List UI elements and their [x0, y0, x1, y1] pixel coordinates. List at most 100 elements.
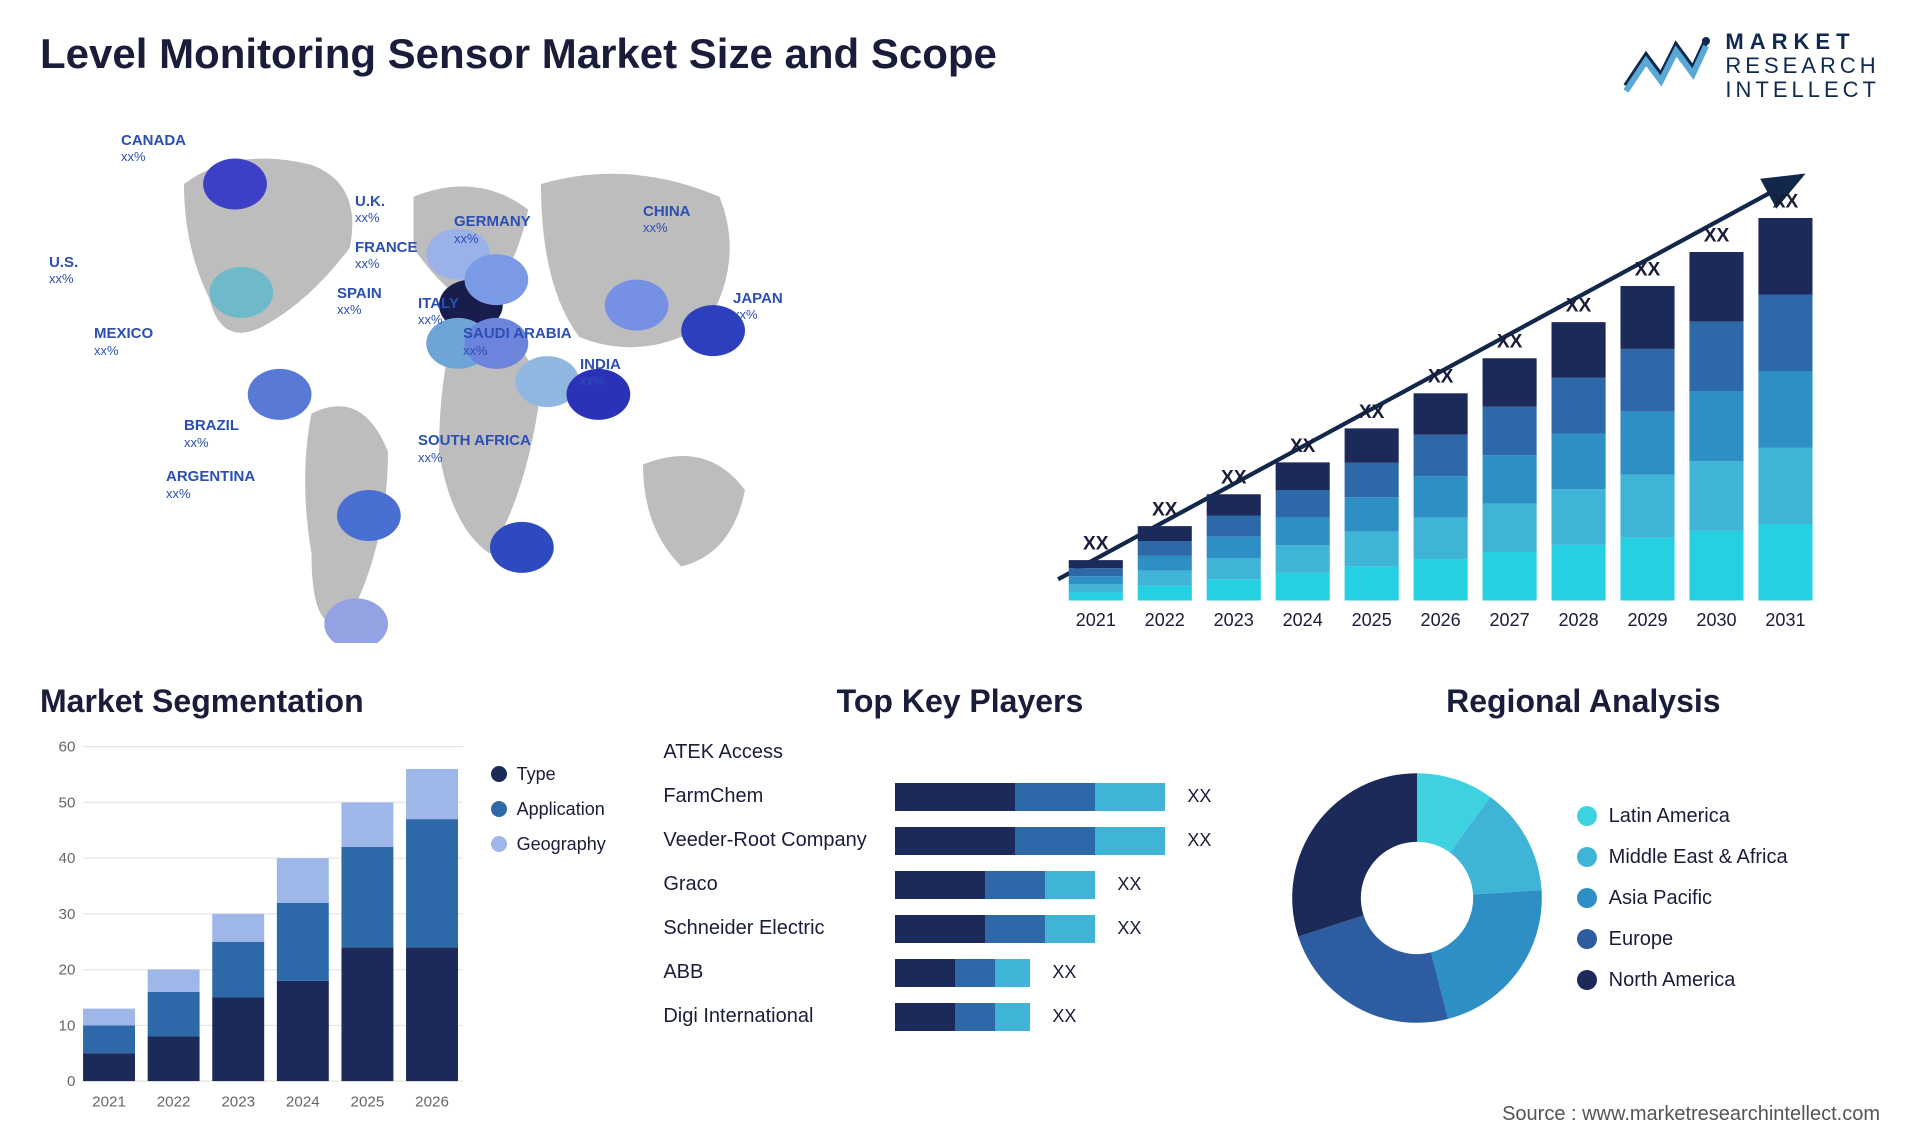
regional-legend-item: Europe — [1577, 928, 1788, 951]
player-value: XX — [1117, 918, 1141, 939]
regional-title: Regional Analysis — [1287, 683, 1880, 720]
growth-bar-seg — [1345, 428, 1399, 462]
world-map: CANADAxx%U.S.xx%MEXICOxx%BRAZILxx%ARGENT… — [40, 133, 940, 643]
player-name: Veeder-Root Company — [663, 829, 883, 852]
growth-bar-seg — [1345, 531, 1399, 565]
seg-bar-seg — [277, 858, 329, 903]
growth-year-tick: 2023 — [1214, 610, 1254, 630]
svg-text:2025: 2025 — [351, 1093, 385, 1110]
map-region-de — [465, 254, 529, 305]
growth-bar-seg — [1552, 322, 1606, 378]
seg-legend-item: Type — [491, 764, 606, 785]
seg-bar-seg — [148, 969, 200, 991]
seg-bar-seg — [277, 980, 329, 1080]
map-label-na: CANADAxx% — [121, 133, 186, 166]
growth-bar-seg — [1207, 558, 1261, 579]
map-label-sa: SAUDI ARABIAxx% — [463, 326, 572, 359]
map-region-za — [490, 521, 554, 572]
player-value: XX — [1187, 786, 1211, 807]
growth-bar-seg — [1138, 585, 1192, 600]
growth-bar-seg — [1758, 294, 1812, 371]
player-row: FarmChem XX — [663, 778, 1256, 816]
growth-bar-label: XX — [1773, 191, 1799, 212]
growth-bar-label: XX — [1566, 295, 1592, 316]
player-row: GracoXX — [663, 866, 1256, 904]
player-name: Schneider Electric — [663, 917, 883, 940]
donut-slice — [1292, 773, 1417, 936]
growth-bar-seg — [1483, 455, 1537, 503]
svg-text:60: 60 — [59, 738, 76, 755]
growth-bar-seg — [1069, 568, 1123, 576]
growth-year-tick: 2028 — [1558, 610, 1598, 630]
growth-bar-seg — [1620, 474, 1674, 537]
logo-line-3: INTELLECT — [1725, 78, 1880, 102]
svg-text:20: 20 — [59, 961, 76, 978]
growth-bar-label: XX — [1704, 225, 1730, 246]
player-name: FarmChem — [663, 785, 883, 808]
growth-bar-seg — [1483, 358, 1537, 406]
map-region-na — [203, 158, 267, 209]
growth-year-tick: 2021 — [1076, 610, 1116, 630]
map-region-cn — [605, 279, 669, 330]
growth-bar-label: XX — [1221, 467, 1247, 488]
svg-text:0: 0 — [67, 1073, 75, 1090]
map-label-mx: MEXICOxx% — [94, 326, 153, 359]
growth-bar-seg — [1069, 560, 1123, 568]
seg-bar-seg — [83, 1053, 135, 1081]
seg-bar-seg — [341, 947, 393, 1081]
logo: MARKET RESEARCH INTELLECT — [1621, 30, 1880, 103]
source-line: Source : www.marketresearchintellect.com — [1502, 1103, 1880, 1126]
map-label-ar: ARGENTINAxx% — [166, 469, 255, 502]
growth-bar-seg — [1069, 584, 1123, 592]
growth-bar-seg — [1552, 433, 1606, 489]
growth-year-tick: 2022 — [1145, 610, 1185, 630]
segmentation-legend: TypeApplicationGeography — [491, 734, 606, 1114]
growth-bar-seg — [1414, 434, 1468, 475]
growth-bar-seg — [1414, 476, 1468, 517]
growth-bar-seg — [1345, 497, 1399, 531]
svg-text:10: 10 — [59, 1017, 76, 1034]
players-chart: ATEK Access FarmChem XX Veeder-Root Company… — [663, 734, 1256, 1036]
segmentation-chart: 0102030405060202120222023202420252026 — [40, 734, 471, 1114]
player-bar — [895, 959, 1030, 987]
growth-bar-label: XX — [1290, 435, 1316, 456]
growth-bar-seg — [1689, 530, 1743, 600]
seg-legend-item: Geography — [491, 834, 606, 855]
player-bar — [895, 1003, 1030, 1031]
seg-bar-seg — [212, 913, 264, 941]
growth-bar-label: XX — [1083, 533, 1109, 554]
growth-bar-seg — [1138, 570, 1192, 585]
player-name: Graco — [663, 873, 883, 896]
segmentation-panel: Market Segmentation 01020304050602021202… — [40, 683, 633, 1063]
growth-bar-seg — [1552, 377, 1606, 433]
map-label-cn: CHINAxx% — [643, 204, 691, 237]
growth-year-tick: 2031 — [1765, 610, 1805, 630]
growth-bar-seg — [1758, 447, 1812, 524]
page-title: Level Monitoring Sensor Market Size and … — [40, 30, 997, 78]
player-value: XX — [1187, 830, 1211, 851]
player-bar — [895, 915, 1095, 943]
growth-bar-seg — [1207, 579, 1261, 600]
seg-bar-seg — [212, 941, 264, 997]
map-label-de: GERMANYxx% — [454, 214, 531, 247]
player-name: ATEK Access — [663, 741, 883, 764]
player-row: ATEK Access — [663, 734, 1256, 772]
growth-bar-seg — [1069, 592, 1123, 600]
logo-line-2: RESEARCH — [1725, 54, 1880, 78]
regional-legend: Latin AmericaMiddle East & AfricaAsia Pa… — [1577, 805, 1788, 992]
growth-bar-label: XX — [1152, 499, 1178, 520]
growth-bar-seg — [1138, 555, 1192, 570]
growth-bar-seg — [1552, 544, 1606, 600]
svg-text:2026: 2026 — [415, 1093, 449, 1110]
player-row: Digi InternationalXX — [663, 998, 1256, 1036]
seg-bar-seg — [212, 997, 264, 1081]
regional-legend-item: Middle East & Africa — [1577, 846, 1788, 869]
growth-year-tick: 2025 — [1352, 610, 1392, 630]
growth-bar-seg — [1276, 545, 1330, 573]
growth-bar-chart: XXXXXXXXXXXXXXXXXXXXXX 20212022202320242… — [980, 133, 1880, 643]
growth-bar-seg — [1414, 559, 1468, 600]
player-value: XX — [1052, 962, 1076, 983]
seg-bar-seg — [406, 769, 458, 819]
seg-bar-seg — [341, 802, 393, 847]
regional-legend-item: North America — [1577, 969, 1788, 992]
